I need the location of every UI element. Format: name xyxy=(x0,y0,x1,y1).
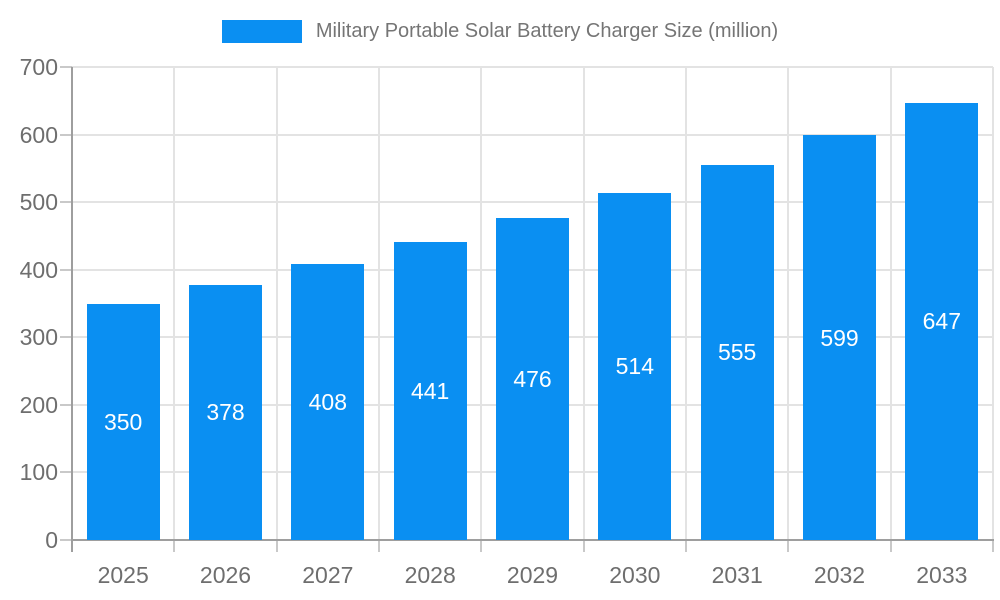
x-gridline xyxy=(582,67,585,540)
legend-swatch-icon xyxy=(221,19,302,43)
y-tick-label: 0 xyxy=(45,527,58,553)
y-axis-tick xyxy=(60,539,72,541)
x-gridline xyxy=(480,67,483,540)
legend-label: Military Portable Solar Battery Charger … xyxy=(315,20,779,42)
x-tick-label: 2027 xyxy=(302,562,354,588)
bar-value-label: 599 xyxy=(820,324,859,351)
y-axis-tick xyxy=(60,471,72,474)
y-axis-tick xyxy=(60,201,72,204)
bar-value-label: 555 xyxy=(717,339,757,366)
y-axis-line xyxy=(71,67,73,540)
x-axis-tick xyxy=(787,540,790,552)
y-tick-label: 700 xyxy=(19,54,58,80)
bar-value-label: 514 xyxy=(615,353,655,380)
x-tick-label: 2026 xyxy=(199,562,252,588)
x-gridline xyxy=(173,67,176,540)
bar[interactable] xyxy=(803,135,876,540)
y-tick-label: 200 xyxy=(19,391,58,418)
bar[interactable] xyxy=(86,303,160,540)
x-tick-label: 2031 xyxy=(711,562,763,588)
x-axis-line xyxy=(71,539,994,541)
y-axis-tick xyxy=(60,133,72,136)
y-axis-tick xyxy=(60,336,72,339)
y-tick-label: 500 xyxy=(19,189,58,216)
x-gridline xyxy=(685,67,687,540)
x-gridline xyxy=(992,67,994,540)
x-axis-tick xyxy=(889,540,892,552)
x-axis-tick xyxy=(71,540,73,552)
bar-value-label: 476 xyxy=(513,366,552,393)
bar-value-label: 350 xyxy=(103,408,143,435)
y-gridline xyxy=(72,133,993,136)
y-tick-label: 600 xyxy=(19,121,58,148)
x-gridline xyxy=(889,67,892,540)
bar[interactable] xyxy=(496,218,569,540)
y-tick-label: 100 xyxy=(19,459,58,486)
x-axis-tick xyxy=(275,540,278,552)
y-gridline xyxy=(72,66,993,68)
x-axis-tick xyxy=(378,540,380,552)
bar-value-label: 408 xyxy=(308,389,348,416)
bar-value-label: 647 xyxy=(922,308,962,335)
bar[interactable] xyxy=(291,264,365,540)
x-tick-label: 2028 xyxy=(404,562,456,588)
x-axis-tick xyxy=(685,540,687,552)
x-gridline xyxy=(378,67,380,540)
y-axis-tick xyxy=(60,66,72,68)
x-axis-tick xyxy=(480,540,483,552)
x-tick-label: 2033 xyxy=(916,562,968,588)
x-tick-label: 2025 xyxy=(97,562,149,588)
y-tick-label: 300 xyxy=(19,324,58,351)
y-gridline xyxy=(72,201,993,204)
x-tick-label: 2030 xyxy=(609,562,661,588)
y-axis-tick xyxy=(60,268,72,271)
bar[interactable] xyxy=(393,242,467,540)
bar-value-label: 441 xyxy=(410,378,450,404)
x-tick-label: 2032 xyxy=(813,562,866,588)
bar[interactable] xyxy=(598,192,672,540)
bar[interactable] xyxy=(700,164,774,540)
y-tick-label: 400 xyxy=(19,256,58,283)
x-axis-tick xyxy=(173,540,176,552)
x-axis-tick xyxy=(992,540,994,552)
bar[interactable] xyxy=(189,284,262,540)
x-tick-label: 2029 xyxy=(506,562,559,588)
x-gridline xyxy=(275,67,278,540)
y-axis-tick xyxy=(60,403,72,406)
bar-value-label: 378 xyxy=(206,399,245,426)
legend-item[interactable]: Military Portable Solar Battery Charger … xyxy=(0,18,1000,44)
x-axis-tick xyxy=(582,540,585,552)
bar[interactable] xyxy=(905,102,979,540)
x-gridline xyxy=(787,67,790,540)
